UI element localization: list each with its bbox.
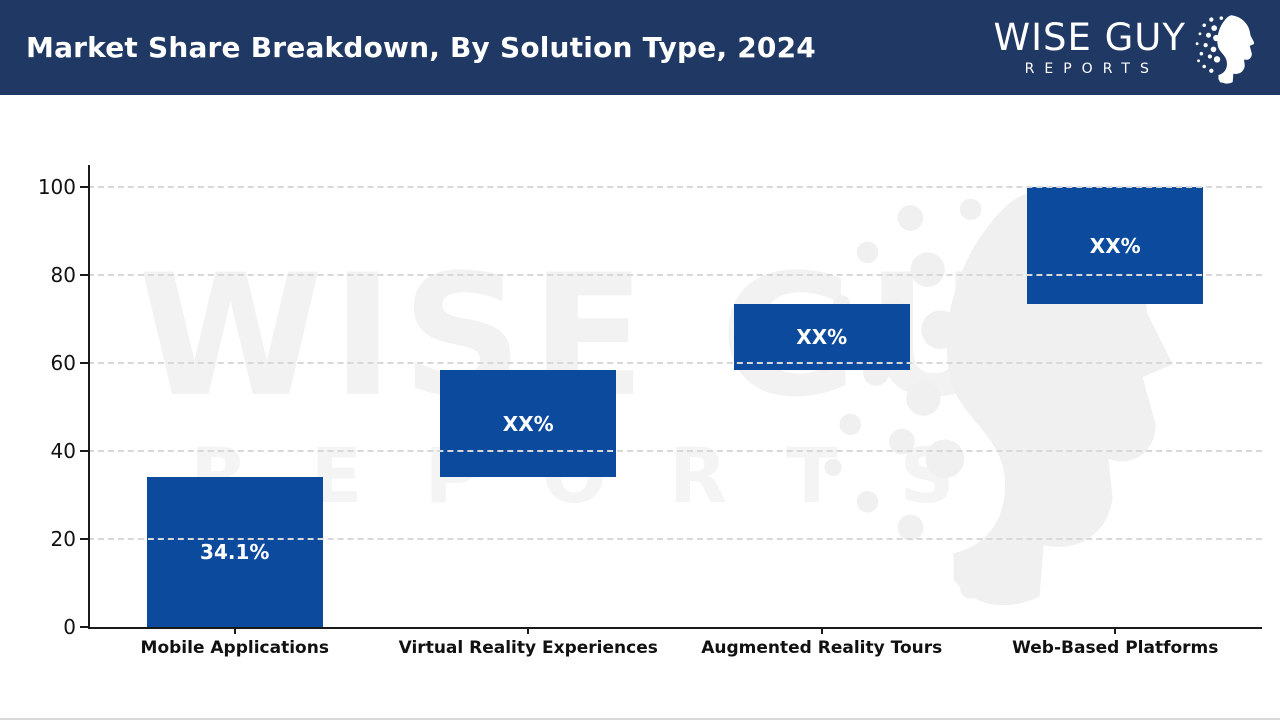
y-tick-label: 80 [50,263,76,287]
y-tick [80,538,88,540]
y-tick-label: 20 [50,527,76,551]
x-tick [527,627,530,634]
category-label: Web-Based Platforms [1012,638,1219,658]
gridline [88,274,1262,276]
bar-value-label: XX% [1089,233,1141,258]
bar [146,476,323,627]
bar [1027,187,1204,305]
wise-guy-reports-logo: WISE GUY REPORTS [994,10,1254,86]
logo-text: WISE GUY REPORTS [994,19,1186,77]
dotted-face-icon [1195,14,1254,84]
y-tick-label: 0 [63,615,76,639]
logo-subtext: REPORTS [1024,60,1159,77]
y-tick [80,450,88,452]
page-title: Market Share Breakdown, By Solution Type… [26,31,816,64]
logo-wordmark: WISE GUY [993,15,1186,59]
bar [440,370,617,477]
bar-value-label: 34.1% [200,539,270,564]
bar-value-label: XX% [796,324,848,349]
gridline [88,362,1262,364]
gridline [88,186,1262,188]
y-tick [80,186,88,188]
bar [733,303,910,370]
header-bar: Market Share Breakdown, By Solution Type… [0,0,1280,95]
category-label: Mobile Applications [140,638,329,658]
x-tick [233,627,236,634]
y-tick-label: 40 [50,439,76,463]
category-label: Augmented Reality Tours [701,638,943,658]
y-tick-label: 60 [50,351,76,375]
x-axis [88,627,1262,629]
y-tick [80,362,88,364]
y-tick [80,626,88,628]
bar-value-label: XX% [502,411,554,436]
category-label: Virtual Reality Experiences [398,638,658,658]
gridline [88,450,1262,452]
y-axis [88,165,90,629]
x-tick [1114,627,1117,634]
x-tick [820,627,823,634]
gridline [88,538,1262,540]
y-tick-label: 100 [37,175,76,199]
y-tick [80,274,88,276]
